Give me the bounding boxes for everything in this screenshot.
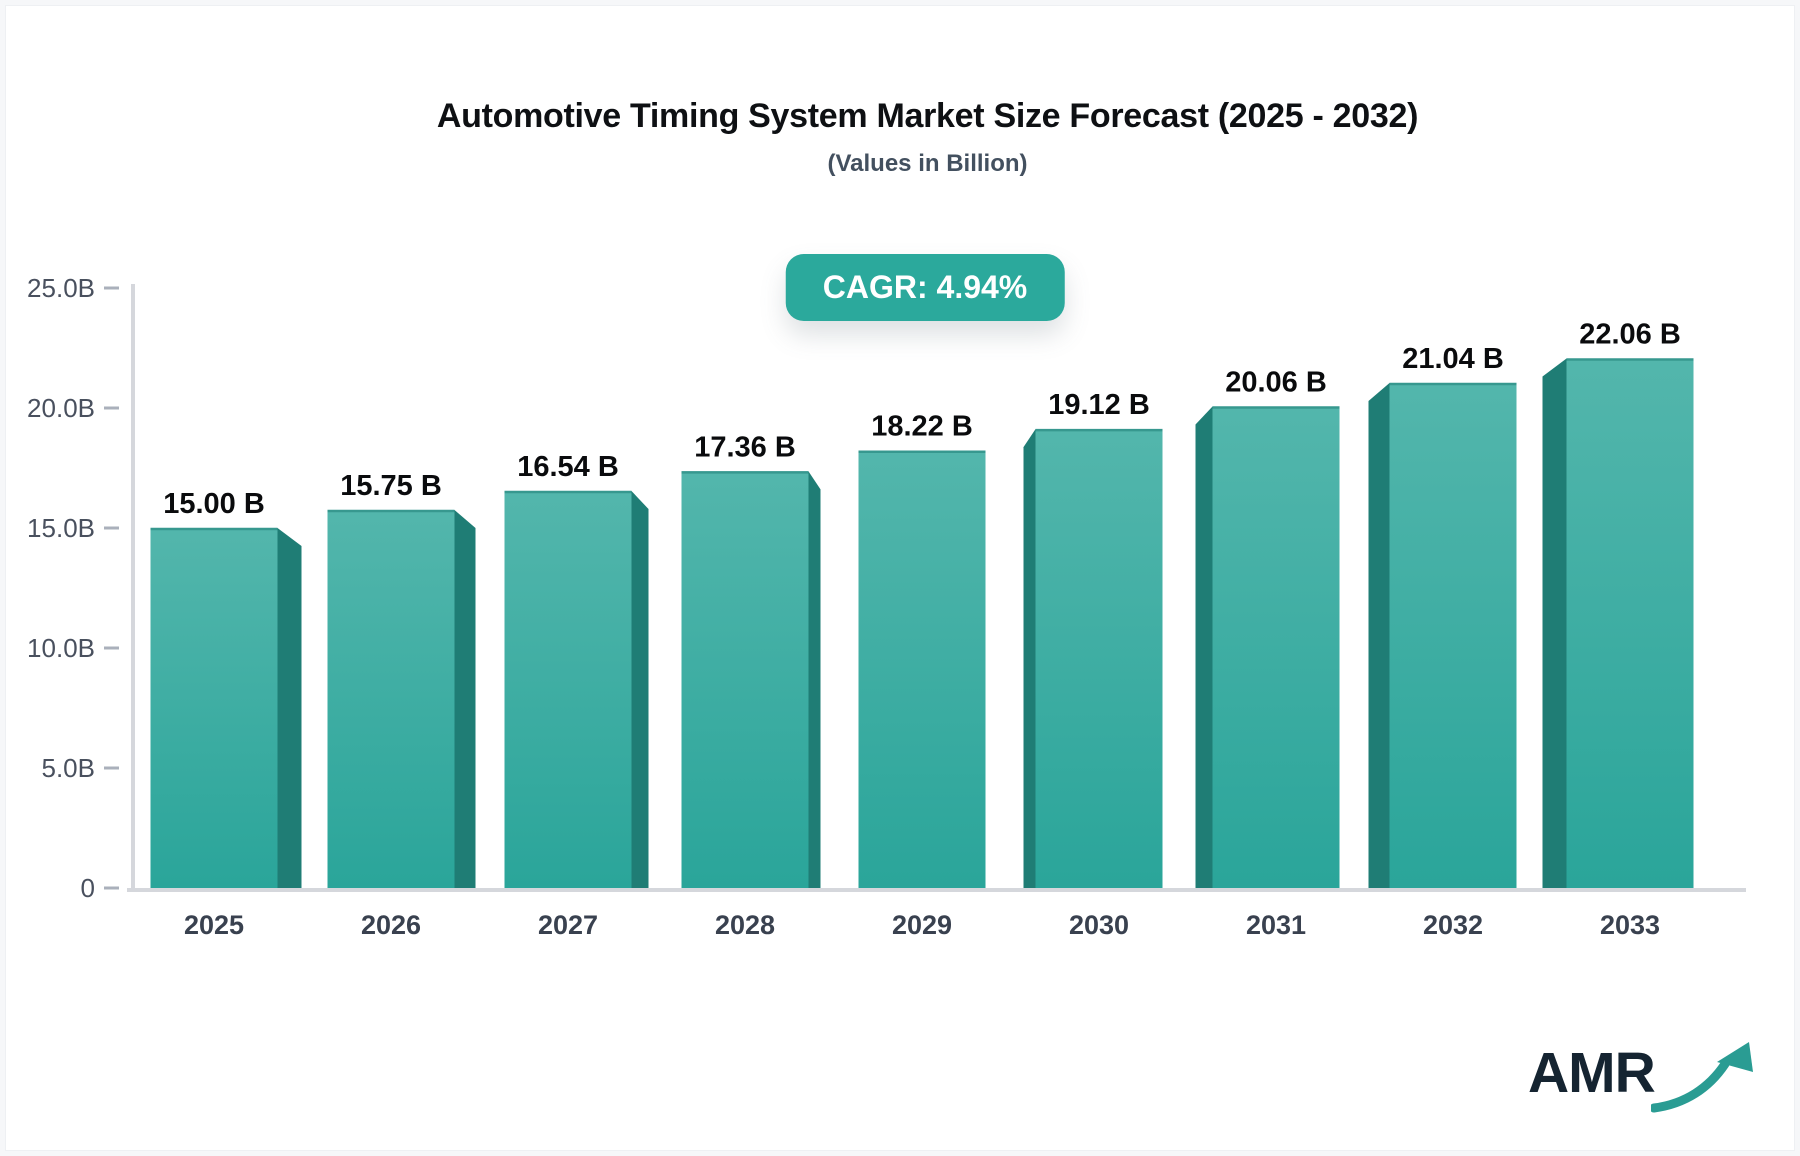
bar-2031: 20.06 B 2031	[1195, 367, 1340, 940]
bar-front-face	[1035, 429, 1163, 888]
bar-2028: 17.36 B 2028	[681, 431, 821, 940]
x-axis-label: 2032	[1423, 910, 1483, 940]
bar-side-face	[1542, 358, 1567, 888]
x-axis-label: 2025	[184, 910, 244, 940]
chart-title: Automotive Timing System Market Size For…	[436, 97, 1419, 135]
bar-2029: 18.22 B 2029	[858, 411, 986, 940]
bar-value-label: 19.12 B	[1048, 389, 1150, 421]
y-axis-tick-label: 5.0B	[42, 753, 96, 783]
bar-value-label: 22.06 B	[1579, 319, 1681, 351]
y-axis-tick-label: 10.0B	[27, 633, 95, 663]
growth-arrow-icon	[1651, 1042, 1753, 1113]
bar-side-face	[1368, 383, 1390, 888]
bar-front-face	[150, 528, 278, 888]
amr-logo: AMR	[1528, 1030, 1753, 1120]
y-axis-tick-label: 0	[81, 873, 95, 903]
bar-side-face	[454, 510, 476, 888]
bar-front-face	[858, 450, 986, 888]
bar-value-label: 15.00 B	[163, 488, 265, 520]
chart-subtitle: (Values in Billion)	[827, 150, 1028, 177]
y-axis-tick-label: 15.0B	[27, 513, 95, 543]
x-axis-label: 2028	[715, 910, 775, 940]
y-axis-tick-label: 20.0B	[27, 393, 95, 423]
bar-value-label: 17.36 B	[694, 431, 796, 463]
bar-2027: 16.54 B 2027	[504, 451, 649, 940]
bar-side-face	[1195, 406, 1213, 888]
bar-side-face	[277, 528, 302, 888]
bar-side-face	[1023, 429, 1036, 888]
bar-2026: 15.75 B 2026	[327, 470, 476, 940]
x-axis-label: 2029	[892, 910, 952, 940]
bar-2030: 19.12 B 2030	[1023, 389, 1163, 940]
cagr-badge: CAGR: 4.94%	[785, 254, 1065, 321]
bar-2033: 22.06 B 2033	[1542, 319, 1694, 940]
x-axis-label: 2026	[361, 910, 421, 940]
x-axis-label: 2033	[1600, 910, 1660, 940]
bar-2032: 21.04 B 2032	[1368, 343, 1517, 940]
y-axis-tick-label: 25.0B	[27, 273, 95, 303]
amr-logo-text: AMR	[1528, 1041, 1656, 1105]
bar-front-face	[1566, 358, 1694, 888]
bar-side-face	[631, 491, 649, 888]
bar-value-label: 20.06 B	[1225, 367, 1327, 399]
x-axis-label: 2030	[1069, 910, 1129, 940]
bar-2025: 15.00 B 2025	[150, 488, 302, 940]
bar-front-face	[327, 510, 455, 888]
bar-value-label: 18.22 B	[871, 411, 973, 443]
bar-value-label: 21.04 B	[1402, 343, 1504, 375]
bar-front-face	[1389, 383, 1517, 888]
bar-front-face	[1212, 406, 1340, 888]
bar-value-label: 15.75 B	[340, 470, 442, 502]
x-axis-label: 2031	[1246, 910, 1306, 940]
bar-front-face	[504, 491, 632, 888]
bar-side-face	[808, 471, 821, 888]
bar-front-face	[681, 471, 809, 888]
x-axis-label: 2027	[538, 910, 598, 940]
bar-value-label: 16.54 B	[517, 451, 619, 483]
